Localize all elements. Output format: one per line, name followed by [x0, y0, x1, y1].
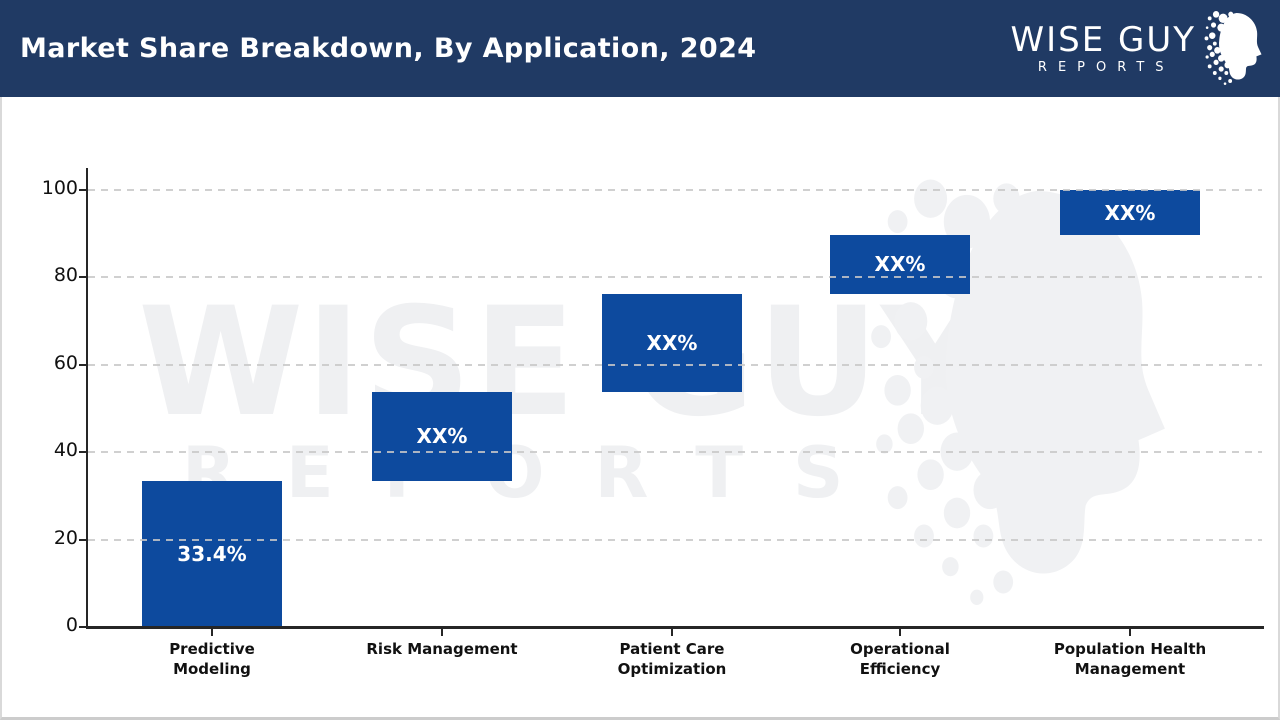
gridline-y-100 [88, 189, 1262, 191]
bar-predictive-modeling: 33.4% [142, 481, 282, 627]
y-tick-label: 40 [53, 439, 78, 462]
y-tick-label: 100 [41, 177, 78, 199]
bar-risk-management: XX% [372, 391, 512, 482]
y-tick-mark [79, 626, 88, 628]
gridline-y-20 [88, 538, 1262, 541]
x-axis [86, 626, 1264, 629]
y-tick-mark [79, 538, 88, 541]
y-tick-mark [79, 276, 88, 279]
bar-patient-care-optimization: XX% [602, 293, 742, 392]
y-tick-mark [79, 189, 88, 191]
x-tick-mark [211, 628, 213, 636]
x-tick-mark [899, 628, 901, 636]
bar-value-label: XX% [646, 330, 698, 355]
wise-guy-logo: WISE GUY REPORTS [1010, 9, 1266, 89]
category-label-risk-management: Risk Management [366, 640, 518, 658]
logo-text: WISE GUY REPORTS [1010, 23, 1196, 74]
header: Market Share Breakdown, By Application, … [0, 0, 1280, 97]
bar-value-label: XX% [1104, 200, 1156, 225]
bar-value-label: XX% [874, 252, 926, 277]
gridline-y-80 [88, 276, 1262, 279]
gridline-y-40 [88, 451, 1262, 454]
logo-wordmark: WISE GUY [1010, 20, 1196, 60]
logo-head-icon [1204, 10, 1262, 85]
gridline-y-60 [88, 363, 1262, 366]
y-tick-label: 0 [65, 614, 78, 636]
category-label-operational-efficiency: Operational Efficiency [850, 640, 950, 679]
category-label-population-health-management: Population Health Management [1053, 640, 1207, 679]
watermark-subtext: REPORTS [182, 432, 894, 514]
category-label-predictive-modeling: Predictive Modeling [169, 640, 255, 679]
x-tick-mark [441, 628, 443, 636]
x-tick-mark [671, 628, 673, 636]
page-title: Market Share Breakdown, By Application, … [20, 33, 757, 64]
bar-population-health-management: XX% [1060, 190, 1200, 236]
logo-subtext: REPORTS [1037, 60, 1175, 75]
y-tick-mark [79, 363, 88, 366]
y-axis [86, 168, 88, 628]
bar-operational-efficiency: XX% [830, 235, 970, 294]
y-tick-mark [79, 451, 88, 454]
bar-value-label: 33.4% [177, 542, 247, 566]
y-tick-label: 60 [53, 351, 78, 374]
x-tick-mark [1129, 628, 1131, 636]
bar-value-label: XX% [416, 424, 468, 449]
y-tick-label: 80 [53, 264, 78, 287]
watermark-wordmark: WISE GUY [138, 276, 992, 450]
y-tick-label: 20 [53, 526, 78, 549]
category-label-patient-care-optimization: Patient Care Optimization [617, 640, 727, 679]
